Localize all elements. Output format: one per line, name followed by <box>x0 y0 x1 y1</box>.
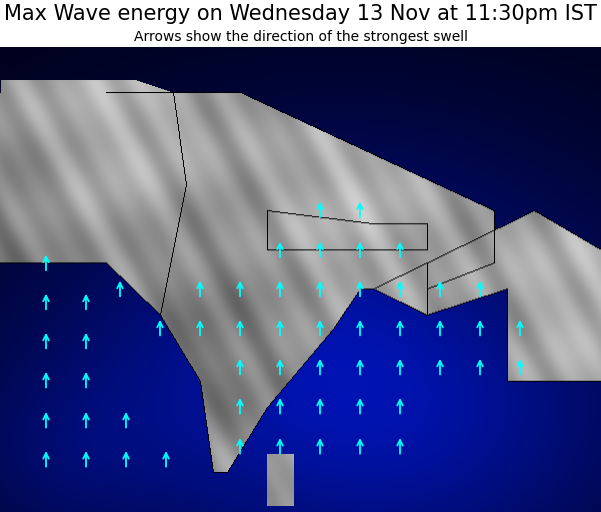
Text: Arrows show the direction of the strongest swell: Arrows show the direction of the stronge… <box>133 30 468 44</box>
Text: Max Wave energy on Wednesday 13 Nov at 11:30pm IST: Max Wave energy on Wednesday 13 Nov at 1… <box>4 4 597 24</box>
